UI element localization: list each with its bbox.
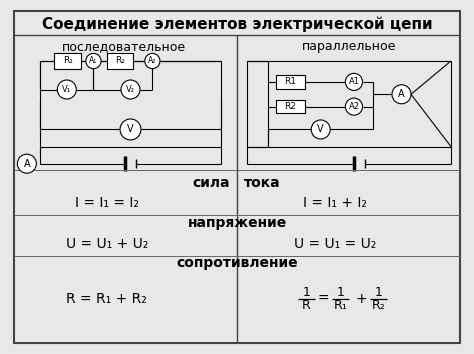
Text: V₁: V₁ — [62, 85, 72, 94]
Circle shape — [311, 120, 330, 139]
Text: сопротивление: сопротивление — [176, 256, 298, 270]
Text: 1: 1 — [337, 286, 345, 298]
Text: U = U₁ = U₂: U = U₁ = U₂ — [294, 236, 376, 251]
Text: =: = — [318, 292, 329, 306]
Text: A1: A1 — [348, 78, 359, 86]
Text: напряжение: напряжение — [187, 216, 287, 230]
Text: A₂: A₂ — [148, 57, 156, 65]
Text: U = U₁ + U₂: U = U₁ + U₂ — [65, 236, 148, 251]
Text: I = I₁ + I₂: I = I₁ + I₂ — [303, 196, 367, 210]
Text: тока: тока — [244, 176, 280, 190]
Text: R₂: R₂ — [372, 299, 385, 312]
Bar — [276, 100, 304, 113]
Bar — [276, 75, 304, 88]
Text: A: A — [24, 159, 30, 169]
Circle shape — [121, 80, 140, 99]
Text: R₂: R₂ — [115, 57, 125, 65]
Text: R2: R2 — [284, 102, 296, 111]
Circle shape — [392, 85, 411, 104]
Circle shape — [57, 80, 76, 99]
Text: I = I₁ = I₂: I = I₁ = I₂ — [75, 196, 139, 210]
Circle shape — [86, 53, 101, 69]
Text: параллельное: параллельное — [302, 40, 396, 53]
Circle shape — [346, 98, 363, 115]
Text: R₁: R₁ — [334, 299, 347, 312]
Text: 1: 1 — [375, 286, 383, 298]
Text: A2: A2 — [348, 102, 359, 111]
Text: Соединение элементов электрической цепи: Соединение элементов электрической цепи — [42, 16, 432, 32]
Text: +: + — [356, 292, 367, 306]
Text: V: V — [127, 125, 134, 135]
Text: R: R — [302, 299, 311, 312]
Circle shape — [120, 119, 141, 140]
Bar — [107, 53, 133, 69]
Text: сила: сила — [192, 176, 230, 190]
Text: A: A — [398, 89, 405, 99]
Text: R₁: R₁ — [63, 57, 73, 65]
Text: R = R₁ + R₂: R = R₁ + R₂ — [66, 292, 147, 306]
Circle shape — [18, 154, 36, 173]
Circle shape — [346, 73, 363, 91]
Text: A₁: A₁ — [89, 57, 98, 65]
Text: 1: 1 — [302, 286, 310, 298]
Text: V₂: V₂ — [126, 85, 135, 94]
Text: V: V — [318, 125, 324, 135]
Text: R1: R1 — [284, 78, 296, 86]
Text: последовательное: последовательное — [62, 40, 186, 53]
Bar — [55, 53, 81, 69]
Circle shape — [145, 53, 160, 69]
